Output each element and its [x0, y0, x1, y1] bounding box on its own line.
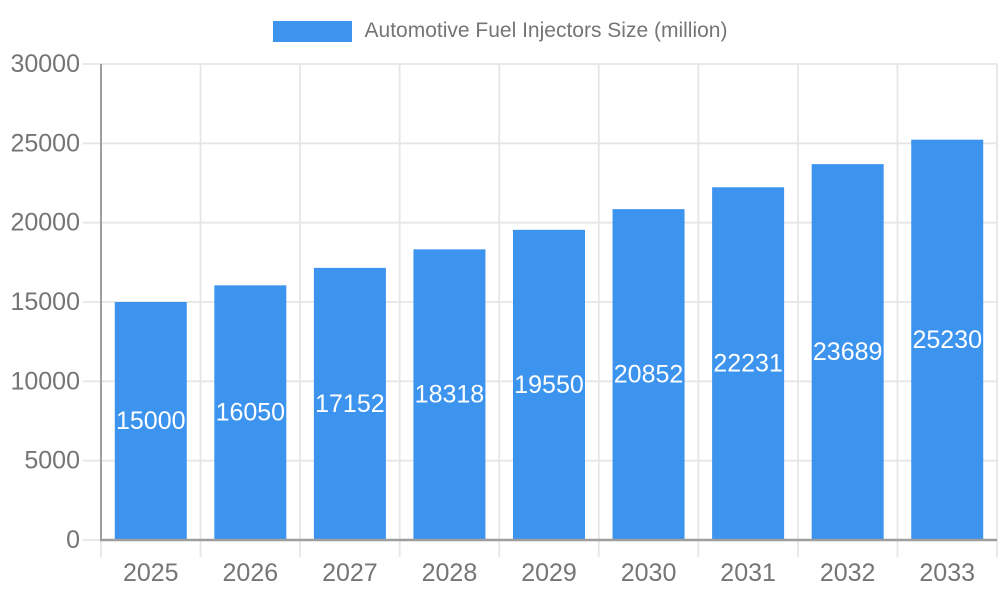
x-axis-tick-label: 2028	[422, 559, 478, 587]
x-axis-tick-label: 2027	[322, 559, 378, 587]
x-axis-tick-label: 2025	[123, 559, 179, 587]
bar-value-label: 23689	[813, 338, 883, 366]
bar-2032[interactable]	[811, 164, 884, 541]
bar-2027[interactable]	[313, 267, 386, 540]
bar-2025[interactable]	[114, 302, 187, 540]
y-axis-tick-label: 15000	[10, 288, 80, 316]
bar-2026[interactable]	[214, 285, 287, 540]
bar-2029[interactable]	[513, 229, 585, 540]
x-axis-tick-label: 2031	[720, 559, 776, 587]
y-axis-tick-label: 0	[66, 526, 80, 554]
y-axis-tick-label: 20000	[10, 209, 80, 237]
bar-value-label: 25230	[912, 326, 982, 354]
y-axis-tick-label: 5000	[24, 447, 80, 475]
axis-labels-layer: 0 5000 10000 15000 20000 25000 30000 2025 2026 20…	[10, 50, 975, 587]
x-axis-tick-label: 2026	[223, 559, 279, 587]
legend-swatch	[272, 20, 352, 42]
bar-2028[interactable]	[413, 249, 486, 540]
bar-value-label: 18318	[415, 381, 485, 409]
bar-value-label: 16050	[216, 399, 286, 427]
bar-2031[interactable]	[712, 187, 785, 540]
bar-2030[interactable]	[612, 209, 685, 541]
x-axis-tick-label: 2032	[820, 559, 876, 587]
legend[interactable]: Automotive Fuel Injectors Size (million)	[0, 19, 1000, 43]
y-axis-tick-label: 30000	[10, 50, 80, 78]
x-axis-tick-label: 2030	[621, 559, 677, 587]
bars-layer: 15000 16050 17152 18318 19550 20852 22231 23689…	[114, 139, 984, 541]
bar-value-label: 19550	[514, 371, 584, 399]
legend-label: Automotive Fuel Injectors Size (million)	[364, 19, 728, 42]
x-axis-tick-label: 2029	[521, 559, 577, 587]
bar-value-label: 15000	[116, 407, 186, 435]
axes-layer	[100, 64, 997, 542]
x-axis-tick-label: 2033	[919, 559, 975, 587]
y-axis-tick-label: 25000	[10, 129, 80, 157]
bar-value-label: 17152	[315, 390, 385, 418]
bar-value-label: 20852	[614, 361, 684, 389]
y-axis-tick-label: 10000	[10, 367, 80, 395]
bar-value-label: 22231	[713, 350, 783, 378]
bar-2033[interactable]	[911, 139, 984, 540]
